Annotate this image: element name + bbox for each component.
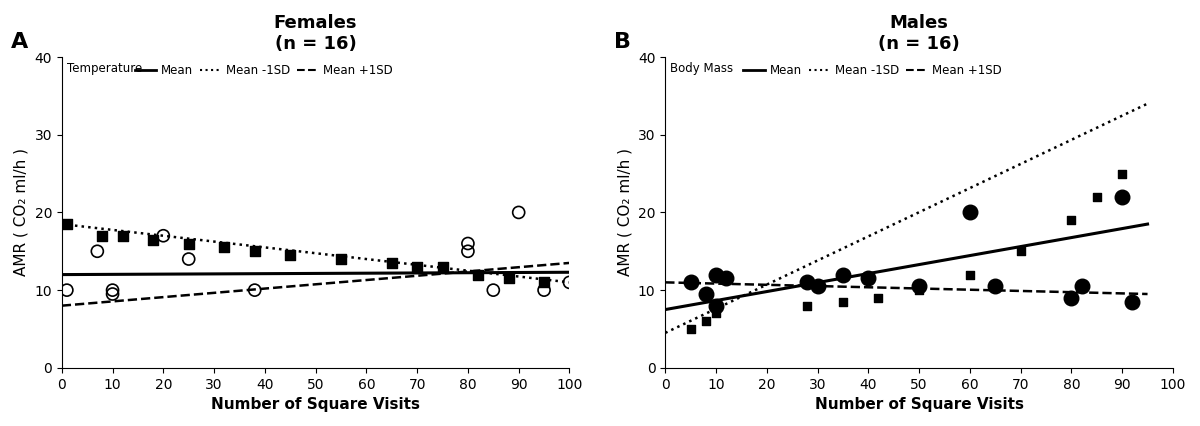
X-axis label: Number of Square Visits: Number of Square Visits <box>815 397 1024 412</box>
Point <box>92 232 112 239</box>
Point <box>433 263 452 270</box>
Point <box>1012 248 1031 255</box>
Point <box>88 248 107 255</box>
Point <box>682 325 701 332</box>
Point <box>179 240 198 247</box>
Point <box>808 283 827 290</box>
Point <box>985 283 1004 290</box>
Point <box>960 271 979 278</box>
Point <box>910 287 929 294</box>
Point <box>696 291 715 297</box>
Point <box>707 302 726 309</box>
Point <box>458 240 478 247</box>
Point <box>716 275 736 282</box>
Point <box>682 279 701 286</box>
Point <box>484 287 503 294</box>
Point <box>458 248 478 255</box>
Point <box>534 279 553 286</box>
Point <box>382 259 401 266</box>
Point <box>1112 170 1132 177</box>
Point <box>534 287 553 294</box>
Y-axis label: AMR ( CO₂ ml/h ): AMR ( CO₂ ml/h ) <box>617 148 632 276</box>
Point <box>113 232 132 239</box>
Point <box>179 256 198 262</box>
Point <box>707 310 726 317</box>
Point <box>910 283 929 290</box>
Point <box>859 275 878 282</box>
Point <box>1062 294 1081 301</box>
Point <box>833 298 852 305</box>
Point <box>468 271 487 278</box>
Point <box>1072 283 1091 290</box>
Text: Body Mass: Body Mass <box>671 62 733 75</box>
Point <box>144 236 163 243</box>
Title: Females
(n = 16): Females (n = 16) <box>274 14 358 53</box>
Point <box>798 302 817 309</box>
Point <box>509 209 528 216</box>
Point <box>245 248 264 255</box>
Point <box>560 279 580 286</box>
Point <box>154 232 173 239</box>
Text: Temperature: Temperature <box>67 62 142 75</box>
Point <box>798 279 817 286</box>
Legend: Mean, Mean -1SD, Mean +1SD: Mean, Mean -1SD, Mean +1SD <box>739 59 1007 82</box>
Point <box>960 209 979 216</box>
Point <box>1062 217 1081 224</box>
Text: B: B <box>614 32 631 52</box>
Point <box>1087 193 1106 200</box>
Y-axis label: AMR ( CO₂ ml/h ): AMR ( CO₂ ml/h ) <box>14 148 29 276</box>
Title: Males
(n = 16): Males (n = 16) <box>878 14 960 53</box>
X-axis label: Number of Square Visits: Number of Square Visits <box>211 397 420 412</box>
Point <box>499 275 518 282</box>
Point <box>833 271 852 278</box>
Point <box>696 318 715 325</box>
Point <box>1123 298 1142 305</box>
Point <box>58 221 77 227</box>
Point <box>245 287 264 294</box>
Point <box>331 256 350 262</box>
Point <box>281 252 300 259</box>
Point <box>408 263 427 270</box>
Point <box>869 294 888 301</box>
Point <box>58 287 77 294</box>
Text: A: A <box>11 32 29 52</box>
Legend: Mean, Mean -1SD, Mean +1SD: Mean, Mean -1SD, Mean +1SD <box>130 59 398 82</box>
Point <box>707 271 726 278</box>
Point <box>215 244 234 251</box>
Point <box>103 291 122 297</box>
Point <box>103 287 122 294</box>
Point <box>1112 193 1132 200</box>
